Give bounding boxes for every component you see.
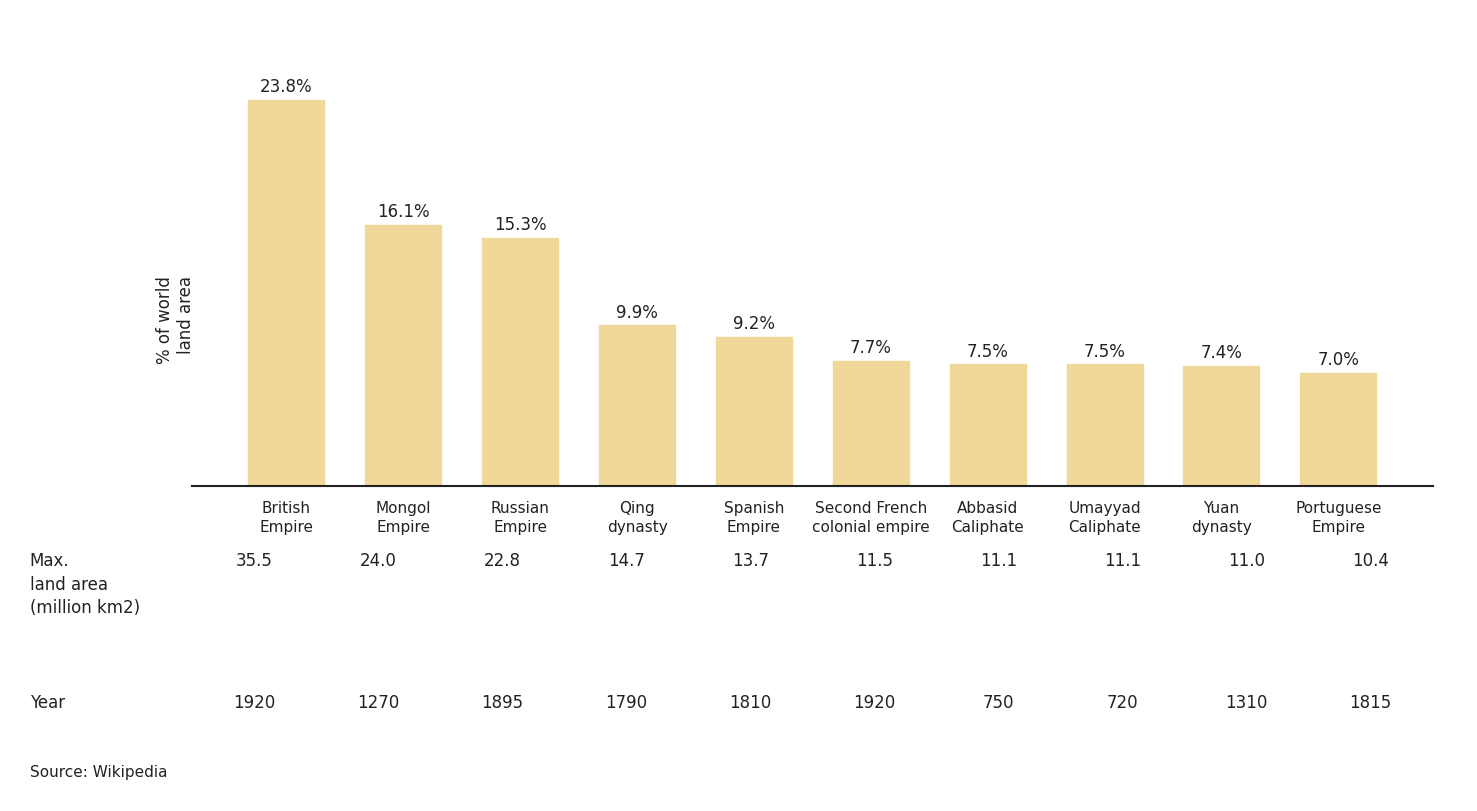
Text: 1810: 1810 [730, 693, 771, 711]
Text: 1920: 1920 [233, 693, 275, 711]
Text: 11.1: 11.1 [979, 551, 1018, 569]
Text: 7.4%: 7.4% [1201, 344, 1242, 362]
Bar [365, 225, 442, 487]
Text: 16.1%: 16.1% [377, 203, 430, 221]
Text: 720: 720 [1106, 693, 1139, 711]
Bar [1300, 373, 1377, 487]
Text: Source: Wikipedia: Source: Wikipedia [30, 764, 167, 779]
Text: 35.5: 35.5 [236, 551, 272, 569]
Text: 13.7: 13.7 [731, 551, 770, 569]
Text: 9.2%: 9.2% [733, 315, 775, 333]
Text: 1310: 1310 [1226, 693, 1267, 711]
Text: 1895: 1895 [482, 693, 523, 711]
Text: 1920: 1920 [854, 693, 895, 711]
Text: 7.7%: 7.7% [849, 339, 892, 357]
Text: 15.3%: 15.3% [493, 216, 546, 234]
Text: 750: 750 [982, 693, 1015, 711]
Text: 1815: 1815 [1350, 693, 1391, 711]
Text: 11.1: 11.1 [1103, 551, 1142, 569]
Bar [482, 238, 558, 487]
Text: 1270: 1270 [357, 693, 399, 711]
Bar [950, 365, 1025, 487]
Text: 9.9%: 9.9% [616, 303, 657, 321]
Text: 23.8%: 23.8% [260, 78, 313, 96]
Text: 11.5: 11.5 [855, 551, 894, 569]
Text: Max.
land area
(million km2): Max. land area (million km2) [30, 551, 140, 616]
Text: 7.0%: 7.0% [1317, 350, 1359, 368]
Text: 7.5%: 7.5% [967, 342, 1009, 360]
Bar [600, 326, 675, 487]
Bar [1066, 365, 1143, 487]
Text: 14.7: 14.7 [609, 551, 644, 569]
Text: Year: Year [30, 693, 65, 711]
Y-axis label: % of world
land area: % of world land area [157, 276, 195, 363]
Bar [833, 362, 908, 487]
Text: 22.8: 22.8 [483, 551, 521, 569]
Text: 11.0: 11.0 [1227, 551, 1266, 569]
Bar [248, 101, 325, 487]
Text: 1790: 1790 [606, 693, 647, 711]
Bar [716, 337, 792, 487]
Text: 7.5%: 7.5% [1084, 342, 1125, 360]
Bar [1183, 367, 1260, 487]
Text: 24.0: 24.0 [360, 551, 396, 569]
Text: 10.4: 10.4 [1353, 551, 1388, 569]
